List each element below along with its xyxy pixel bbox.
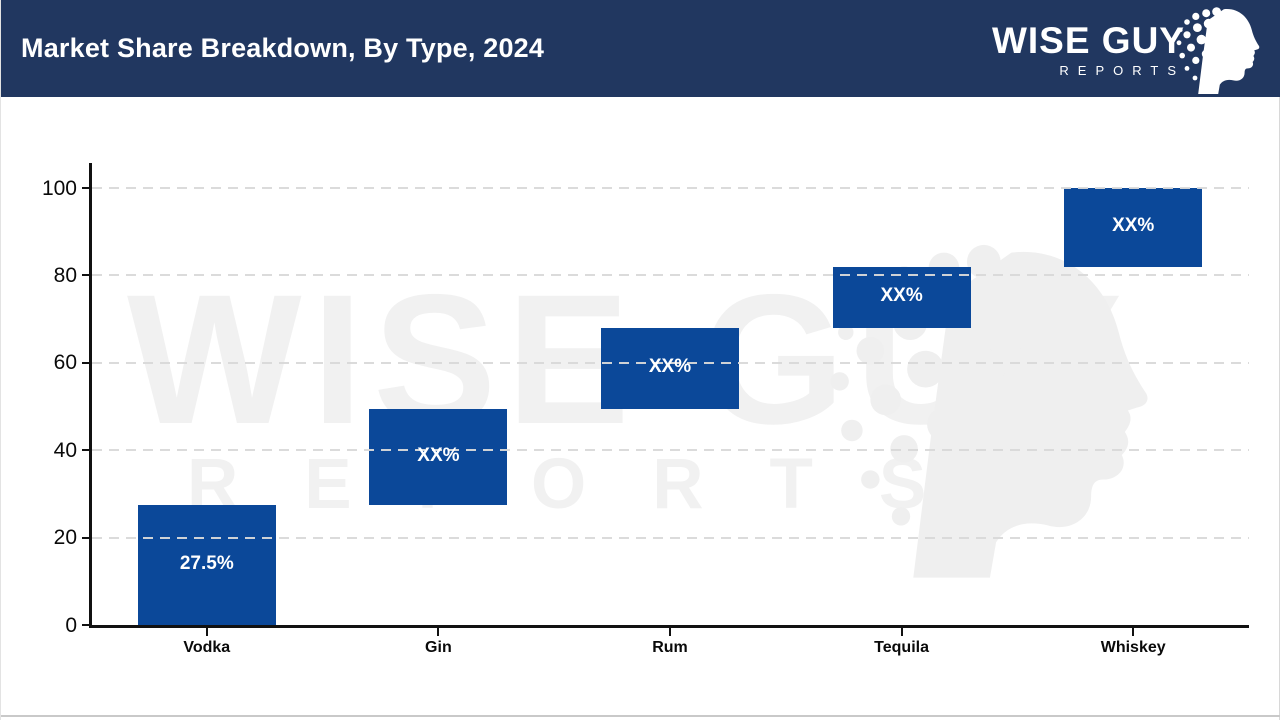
y-tick-label-0: 0 bbox=[65, 613, 77, 637]
x-tick-label-rum: Rum bbox=[652, 639, 688, 656]
x-tick-rum bbox=[669, 628, 671, 636]
brand-logo-line2: REPORTS bbox=[1059, 62, 1185, 78]
bar-value-label-tequila: XX% bbox=[880, 285, 923, 307]
gridline-20 bbox=[92, 536, 1249, 539]
x-tick-label-whiskey: Whiskey bbox=[1100, 639, 1166, 656]
x-tick-vodka bbox=[205, 628, 208, 636]
x-tick-gin bbox=[437, 628, 440, 636]
x-tick-whiskey bbox=[1132, 628, 1135, 636]
bar-value-label-gin: XX% bbox=[417, 444, 460, 466]
y-axis-line bbox=[89, 163, 92, 628]
x-tick-label-vodka: Vodka bbox=[183, 639, 231, 656]
y-tick-label-100: 100 bbox=[41, 176, 77, 200]
y-tick-label-40: 40 bbox=[53, 438, 77, 462]
bar-value-label-whiskey: XX% bbox=[1112, 215, 1155, 237]
y-tick-0 bbox=[82, 624, 90, 626]
page-title: Market Share Breakdown, By Type, 2024 bbox=[21, 33, 545, 63]
y-tick-20 bbox=[82, 536, 90, 539]
bar-gin bbox=[369, 408, 508, 505]
watermark-text-reports: REPORTS bbox=[187, 445, 993, 524]
bar-whiskey bbox=[1064, 188, 1203, 267]
gridline-100 bbox=[92, 187, 1249, 189]
bar-value-label-vodka: 27.5% bbox=[179, 552, 234, 574]
y-tick-label-80: 80 bbox=[53, 263, 77, 287]
footer-divider bbox=[1, 715, 1280, 717]
x-tick-tequila bbox=[900, 628, 903, 636]
y-tick-label-20: 20 bbox=[53, 526, 77, 550]
brand-logo-line1: WISE GUY bbox=[991, 20, 1185, 62]
y-tick-40 bbox=[82, 449, 90, 452]
header-bar: Market Share Breakdown, By Type, 2024 WI… bbox=[1, 0, 1280, 97]
brand-logo-text: WISE GUY REPORTS bbox=[991, 20, 1185, 78]
x-axis-line bbox=[89, 625, 1249, 628]
x-tick-label-tequila: Tequila bbox=[874, 639, 929, 656]
y-tick-100 bbox=[82, 187, 90, 189]
bar-value-label-rum: XX% bbox=[648, 356, 692, 378]
gridline-60 bbox=[92, 361, 1249, 364]
brand-logo: WISE GUY REPORTS bbox=[992, 4, 1267, 96]
gridline-80 bbox=[92, 274, 1249, 277]
x-tick-label-gin: Gin bbox=[425, 639, 452, 656]
bar-tequila bbox=[832, 266, 971, 328]
bar-rum bbox=[601, 327, 739, 409]
bar-vodka bbox=[137, 504, 276, 625]
y-tick-60 bbox=[82, 361, 90, 364]
brand-face-dots-icon bbox=[1176, 7, 1260, 94]
y-tick-80 bbox=[82, 274, 90, 277]
y-tick-label-60: 60 bbox=[53, 351, 77, 375]
gridline-40 bbox=[92, 449, 1249, 452]
